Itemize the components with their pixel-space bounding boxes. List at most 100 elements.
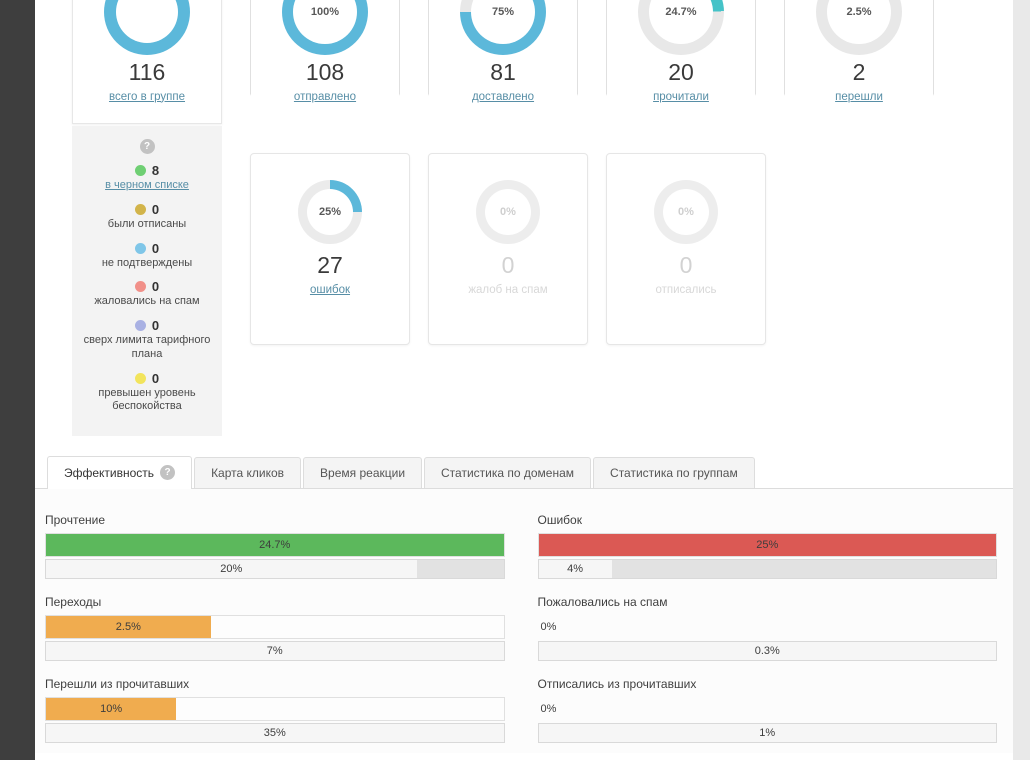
metric-spam-complaint-rate: Пожаловались на спам 0% 0.3% [537, 595, 997, 661]
stat-card-errors: 25% 27 ошибок [250, 153, 410, 345]
errors-value: 27 [317, 252, 343, 278]
metric-title: Отписались из прочитавших [537, 677, 697, 691]
unsubscribed-donut-chart: 0% [654, 180, 718, 244]
spam-label: жалоб на спам [468, 283, 548, 296]
tab-label: Статистика по группам [610, 466, 738, 480]
legend-label: не подтверждены [101, 256, 193, 269]
read-rate-bar: 24.7% [45, 533, 505, 557]
error-rate-average-bar: 4% [537, 559, 997, 579]
statistics-page: 116 всего в группе ? 8 в черном списке 0 [35, 0, 1013, 760]
clicked-value: 2 [852, 59, 866, 85]
tab-label: Карта кликов [211, 466, 285, 480]
stats-tabs: Эффективность ? Карта кликов Время реакц… [35, 455, 1013, 489]
legend-item-anxiety-level: 0 превышен уровень беспокойства [72, 371, 222, 415]
app-sidebar[interactable] [0, 0, 35, 760]
donut-percent: 2.5% [846, 6, 872, 18]
metric-title: Перешли из прочитавших [45, 677, 190, 691]
total-in-group-link[interactable]: всего в группе [108, 90, 186, 103]
clicked-link[interactable]: перешли [835, 90, 883, 103]
error-rate-bar: 25% [537, 533, 997, 557]
legend-count: 0 [151, 279, 160, 295]
legend-count: 0 [151, 370, 160, 386]
unsub-from-read-bar: 0% [538, 697, 998, 721]
unconfirmed-dot-icon [134, 242, 146, 254]
metric-title: Ошибок [537, 513, 582, 527]
delivered-value: 81 [490, 59, 516, 85]
spam-donut-chart: 0% [476, 180, 540, 244]
legend-label: сверх лимита тарифного плана [83, 334, 211, 360]
tab-effectiveness[interactable]: Эффективность ? [47, 456, 193, 489]
unsubscribed-label: отписались [655, 283, 717, 296]
legend-item-over-limit: 0 сверх лимита тарифного плана [72, 318, 222, 362]
legend-label: превышен уровень беспокойства [98, 386, 196, 413]
legend-count: 0 [151, 201, 160, 217]
tab-domain-stats[interactable]: Статистика по доменам [424, 457, 592, 488]
stat-card-total: 116 всего в группе [72, 0, 222, 124]
bar-average-value: 20% [220, 563, 243, 575]
read-value: 20 [668, 59, 694, 85]
blacklist-link[interactable]: в черном списке [105, 179, 189, 191]
blacklist-dot-icon [134, 165, 146, 176]
unsubscribed-dot-icon [134, 203, 146, 215]
donut-percent: 75% [491, 6, 515, 18]
bar-value: 25% [756, 539, 779, 551]
bar-value: 10% [100, 703, 123, 715]
total-value: 116 [128, 59, 166, 85]
clicked-donut-chart: 2.5% [816, 0, 902, 55]
click-rate-average-bar: 7% [45, 641, 505, 661]
effectiveness-panel: Прочтение 24.7% 20% Ошибок 25% [35, 489, 1013, 753]
donut-percent: 100% [310, 6, 340, 18]
bar-value: 0% [540, 703, 557, 715]
tab-group-stats[interactable]: Статистика по группам [593, 457, 755, 488]
anxiety-dot-icon [134, 372, 146, 384]
unsubscribed-value: 0 [679, 252, 693, 278]
over-limit-dot-icon [134, 320, 146, 331]
errors-donut-chart: 25% [298, 180, 362, 244]
bar-value: 0% [540, 621, 557, 633]
errors-link[interactable]: ошибок [309, 283, 351, 296]
delivered-donut-chart: 75% [460, 0, 546, 55]
legend-label: были отписаны [107, 217, 187, 230]
sent-donut-chart: 100% [282, 0, 368, 55]
tab-click-map[interactable]: Карта кликов [194, 457, 302, 488]
stat-card-clicked: 2.5% 2 перешли [784, 0, 934, 128]
spam-dot-icon [134, 281, 146, 293]
click-rate-bar: 2.5% [45, 615, 505, 639]
donut-percent: 24.7% [665, 6, 697, 18]
group-legend-panel: ? 8 в черном списке 0 были отписаны [72, 126, 222, 436]
sent-link[interactable]: отправлено [293, 90, 357, 103]
donut-percent: 0% [678, 206, 694, 218]
tab-reaction-time[interactable]: Время реакции [303, 457, 423, 488]
delivered-link[interactable]: доставлено [471, 90, 535, 103]
bar-value: 24.7% [259, 539, 291, 551]
click-to-read-bar: 10% [45, 697, 505, 721]
legend-item-unsubscribed: 0 были отписаны [72, 202, 222, 232]
tab-label: Статистика по доменам [441, 466, 575, 480]
stat-card-spam-complaints: 0% 0 жалоб на спам [428, 153, 588, 345]
help-icon[interactable]: ? [139, 139, 155, 154]
total-column: 116 всего в группе ? 8 в черном списке 0 [72, 0, 222, 436]
tab-label: Эффективность [64, 465, 155, 480]
legend-count: 8 [151, 163, 160, 178]
legend-item-spam-complaints: 0 жаловались на спам [72, 279, 222, 309]
legend-count: 0 [151, 240, 160, 256]
metric-title: Пожаловались на спам [537, 595, 668, 609]
legend-item-unconfirmed: 0 не подтверждены [72, 241, 222, 271]
spam-rate-average-bar: 0.3% [537, 641, 997, 661]
tab-help-icon[interactable]: ? [160, 465, 176, 480]
stat-card-delivered: 75% 81 доставлено [428, 0, 578, 128]
metric-click-rate: Переходы 2.5% 7% [45, 595, 505, 661]
summary-cards-area: 116 всего в группе ? 8 в черном списке 0 [35, 0, 1013, 455]
read-rate-average-bar: 20% [45, 559, 505, 579]
donut-percent: 25% [318, 206, 342, 218]
metric-unsub-from-read-rate: Отписались из прочитавших 0% 1% [537, 677, 998, 743]
bar-average-value: 1% [759, 727, 776, 739]
tab-label: Время реакции [320, 466, 406, 480]
read-link[interactable]: прочитали [653, 90, 709, 103]
bar-average-value: 0.3% [754, 645, 780, 657]
metric-error-rate: Ошибок 25% 4% [537, 513, 997, 579]
stat-card-read: 24.7% 20 прочитали [606, 0, 756, 128]
legend-item-blacklist: 8 в черном списке [72, 163, 222, 193]
stat-card-unsubscribed: 0% 0 отписались [606, 153, 766, 345]
total-donut-chart [104, 0, 190, 55]
